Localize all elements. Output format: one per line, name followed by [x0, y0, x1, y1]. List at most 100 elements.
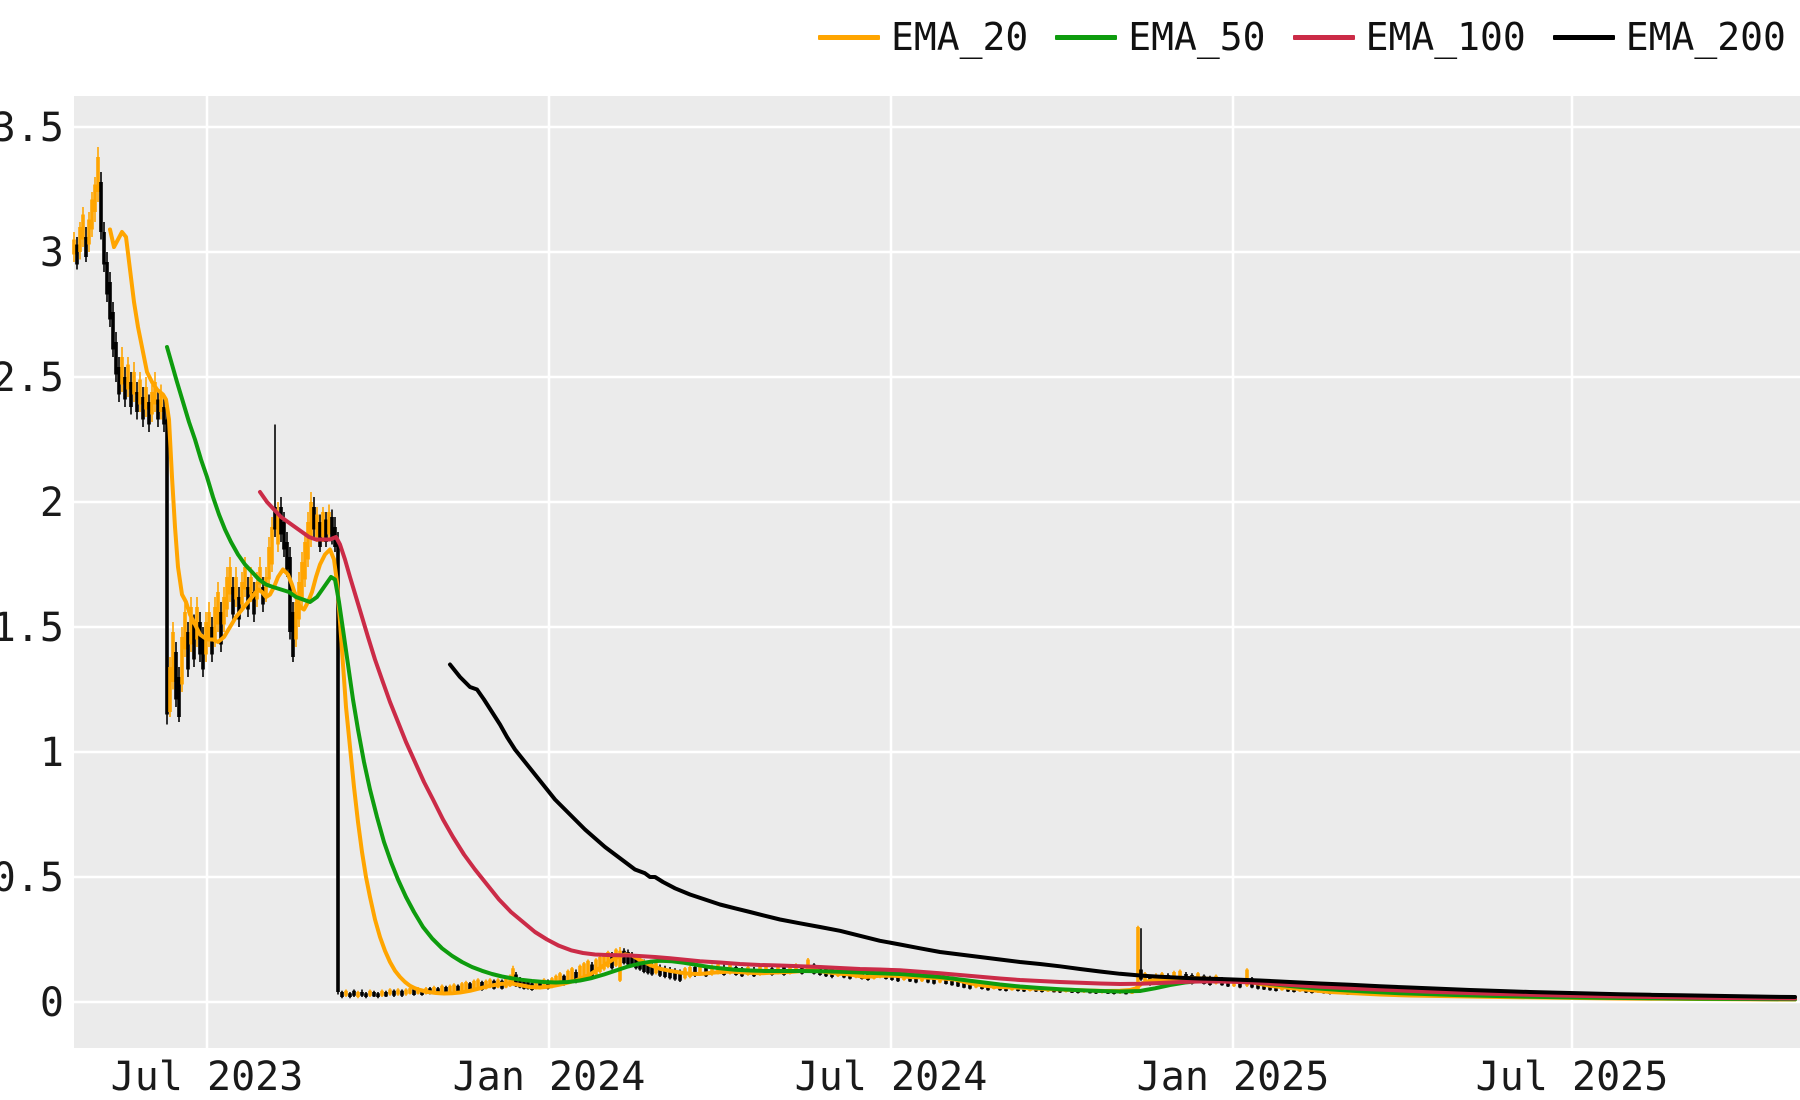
x-tick-label: Jul 2024	[795, 1054, 988, 1100]
candle-body	[594, 959, 598, 975]
candle-body	[380, 990, 384, 996]
candle-body	[186, 632, 190, 670]
candle-body	[108, 282, 112, 320]
candle-body	[956, 982, 960, 987]
legend-label-ema-20: EMA_20	[891, 15, 1029, 59]
candle-body	[276, 512, 280, 545]
candle-body	[650, 965, 654, 975]
candle-body	[968, 984, 972, 989]
candle-body	[352, 990, 356, 996]
candle-body	[404, 989, 408, 995]
candle-body	[986, 986, 990, 991]
candle-body	[448, 985, 452, 992]
candle-body	[566, 970, 570, 982]
candle-body	[219, 612, 223, 645]
candle-body	[618, 950, 622, 981]
candle-body	[273, 507, 277, 530]
candle-body	[574, 972, 578, 983]
candle-body	[81, 214, 85, 240]
x-tick-label: Jul 2023	[111, 1054, 304, 1100]
y-tick-label: 0	[40, 980, 64, 1026]
candle-body	[710, 965, 714, 975]
candle-body	[368, 990, 372, 996]
candle-body	[794, 964, 798, 973]
candle-body	[372, 992, 376, 997]
legend-item-ema-20: EMA_20	[818, 15, 1028, 59]
candle-body	[698, 965, 702, 975]
candle-body	[198, 622, 202, 655]
ema-100-line	[258, 490, 1797, 1001]
candle-body	[456, 985, 460, 993]
x-tick-label: Jan 2024	[453, 1054, 646, 1100]
candle-body	[138, 379, 142, 405]
candle-body	[96, 157, 100, 192]
candle-body	[364, 993, 368, 997]
candle-body	[291, 612, 295, 657]
candle-body	[72, 239, 76, 255]
candle-body	[340, 992, 344, 997]
candle-body	[150, 392, 154, 415]
candle-body	[285, 542, 289, 570]
candle-body	[642, 962, 646, 972]
candle-body	[171, 632, 175, 682]
candle-body	[315, 514, 319, 537]
candle-body	[318, 522, 322, 547]
candle-body	[488, 979, 492, 988]
candle-body	[222, 597, 226, 625]
candle-body	[75, 244, 79, 265]
candle-body	[602, 954, 606, 970]
candle-body	[123, 377, 127, 400]
candle-body	[360, 992, 364, 996]
candle-body	[216, 592, 220, 625]
candle-body	[306, 522, 310, 560]
candle-body	[84, 237, 88, 257]
candle-body	[174, 652, 178, 700]
legend-item-ema-200: EMA_200	[1552, 15, 1786, 59]
candle-body	[606, 952, 610, 967]
y-tick-label: 1.5	[0, 605, 64, 651]
candle-body	[1245, 969, 1249, 986]
candle-body	[144, 387, 148, 410]
candle-body	[400, 990, 404, 996]
ema-50-swatch-icon	[1055, 34, 1118, 40]
candle-body	[135, 392, 139, 412]
candle-body	[249, 577, 253, 595]
candle-body	[93, 184, 97, 212]
y-tick-label: 0.5	[0, 855, 64, 901]
legend-item-ema-100: EMA_100	[1292, 15, 1526, 59]
candle-body	[432, 987, 436, 993]
candle-body	[436, 988, 440, 994]
candle-body	[420, 990, 424, 995]
candle-body	[234, 577, 238, 600]
candle-body	[246, 587, 250, 610]
candle-body	[408, 988, 412, 994]
candle-body	[440, 985, 444, 992]
candle-body	[114, 342, 118, 375]
plot-area	[74, 96, 1800, 1048]
candle-body	[258, 567, 262, 585]
candle-body	[658, 967, 662, 976]
legend-label-ema-200: EMA_200	[1625, 15, 1786, 59]
candle-body	[630, 954, 634, 966]
candle-body	[586, 960, 590, 976]
candle-body	[153, 382, 157, 405]
candle-body	[111, 312, 115, 350]
candle-body	[237, 597, 241, 620]
candle-body	[412, 989, 416, 995]
candle-body	[78, 227, 82, 252]
candle-body	[303, 542, 307, 580]
candle-body	[141, 397, 145, 420]
candle-body	[558, 973, 562, 984]
candle-body	[646, 964, 650, 974]
candle-body	[444, 987, 448, 994]
candle-body	[225, 577, 229, 610]
candle-body	[279, 507, 283, 535]
candle-body	[147, 402, 151, 425]
candle-body	[518, 978, 522, 988]
y-tick-label: 3.5	[0, 105, 64, 151]
candle-body	[932, 978, 936, 984]
candle-body	[476, 979, 480, 989]
candle-body	[312, 507, 316, 530]
candle-body	[183, 612, 187, 650]
y-tick-label: 2.5	[0, 355, 64, 401]
